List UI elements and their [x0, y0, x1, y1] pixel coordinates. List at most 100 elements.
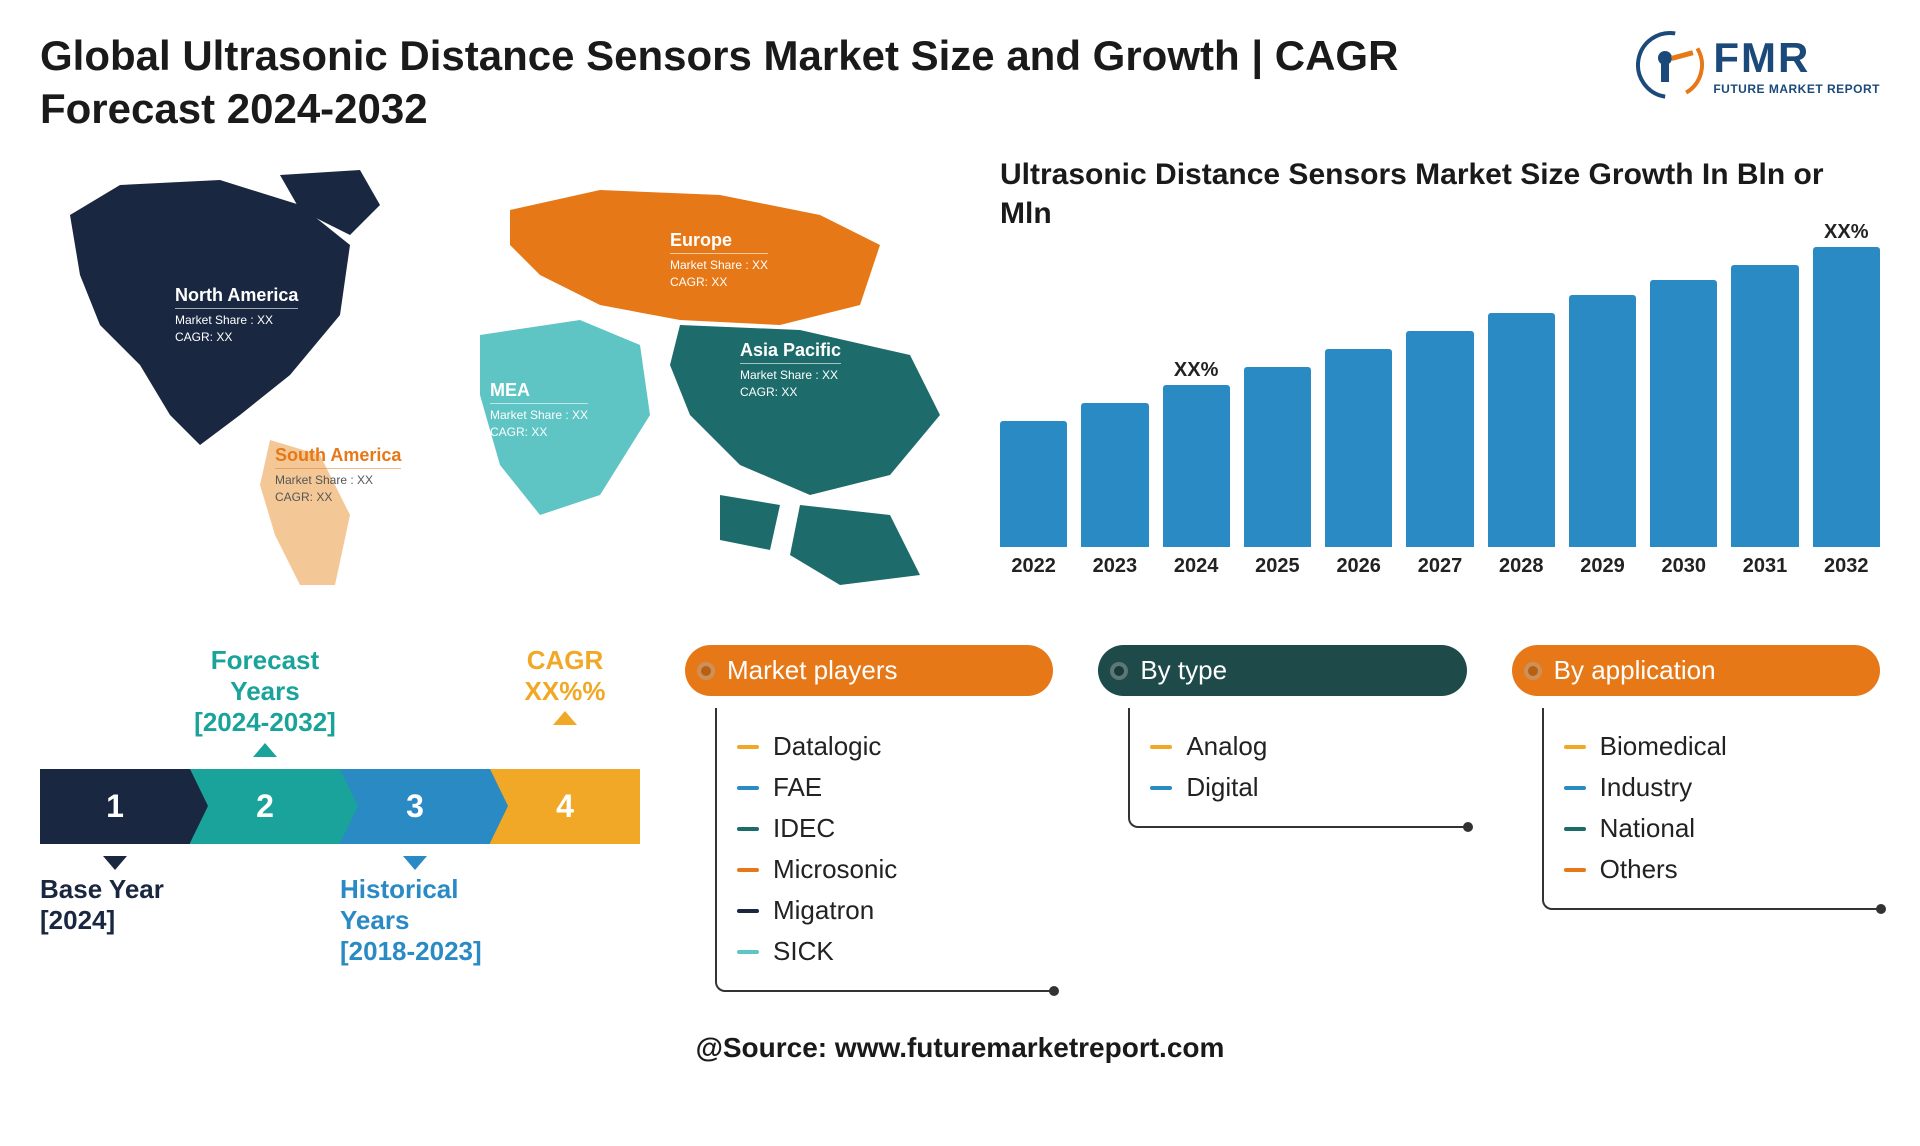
- list-item: Migatron: [737, 890, 1043, 931]
- bar-2025: 2025: [1244, 367, 1311, 578]
- list-item: Digital: [1150, 767, 1456, 808]
- list-item-label: IDEC: [773, 813, 835, 844]
- region-mea: MEA Market Share : XX CAGR: XX: [490, 380, 588, 441]
- category-header: By type: [1098, 645, 1466, 696]
- list-item: IDEC: [737, 808, 1043, 849]
- list-item-label: FAE: [773, 772, 822, 803]
- fmr-logo-icon: [1635, 30, 1705, 100]
- region-eu-name: Europe: [670, 230, 768, 254]
- region-sa-cagr: CAGR: XX: [275, 489, 401, 506]
- by-application-column: By application Biomedical Industry National…: [1512, 645, 1880, 910]
- category-header-label: Market players: [727, 655, 898, 686]
- timeline-seg-1: 1: [40, 769, 190, 844]
- forecast-range: [2024-2032]: [190, 707, 340, 738]
- list-item-label: Biomedical: [1600, 731, 1727, 762]
- category-list: Analog Digital: [1128, 708, 1466, 828]
- list-item: SICK: [737, 931, 1043, 972]
- bullet-dash-icon: [737, 827, 759, 831]
- fmr-logo: FMR FUTURE MARKET REPORT: [1635, 30, 1880, 100]
- list-item-label: SICK: [773, 936, 834, 967]
- bullet-dash-icon: [1564, 786, 1586, 790]
- list-item: FAE: [737, 767, 1043, 808]
- market-players-column: Market players Datalogic FAE IDEC Microsonic…: [685, 645, 1053, 992]
- bar-rect: [1163, 385, 1230, 547]
- bar-year-label: 2028: [1499, 555, 1544, 578]
- bullet-dash-icon: [737, 745, 759, 749]
- list-item-label: Analog: [1186, 731, 1267, 762]
- list-item: National: [1564, 808, 1870, 849]
- region-sa-share: Market Share : XX: [275, 472, 401, 489]
- bar-2029: 2029: [1569, 295, 1636, 578]
- timeline-seg-2: 2: [190, 769, 340, 844]
- bar-year-label: 2030: [1662, 555, 1707, 578]
- list-item: Industry: [1564, 767, 1870, 808]
- timeline-seg-3: 3: [340, 769, 490, 844]
- bar-rect: [1569, 295, 1636, 547]
- bar-2027: 2027: [1406, 331, 1473, 578]
- bar-year-label: 2032: [1824, 555, 1869, 578]
- bullet-dash-icon: [1564, 868, 1586, 872]
- bar-year-label: 2024: [1174, 555, 1219, 578]
- hist-years-label: Historical Years: [340, 874, 490, 936]
- bullet-dot-icon: [1110, 662, 1128, 680]
- bar-year-label: 2023: [1093, 555, 1138, 578]
- list-item-label: Datalogic: [773, 731, 881, 762]
- bullet-dash-icon: [1564, 745, 1586, 749]
- bar-year-label: 2022: [1011, 555, 1056, 578]
- region-ap-share: Market Share : XX: [740, 367, 841, 384]
- category-header-label: By application: [1554, 655, 1716, 686]
- region-mea-cagr: CAGR: XX: [490, 424, 588, 441]
- logo-text-main: FMR: [1713, 34, 1880, 82]
- bar-top-label-2024: XX%: [1174, 359, 1218, 382]
- bullet-dash-icon: [737, 909, 759, 913]
- region-mea-name: MEA: [490, 380, 588, 404]
- list-item: Biomedical: [1564, 726, 1870, 767]
- region-na-share: Market Share : XX: [175, 312, 298, 329]
- hist-years-range: [2018-2023]: [340, 936, 490, 967]
- bar-rect: [1081, 403, 1148, 547]
- category-header: Market players: [685, 645, 1053, 696]
- bar-2028: 2028: [1488, 313, 1555, 578]
- region-na-cagr: CAGR: XX: [175, 329, 298, 346]
- list-item-label: Others: [1600, 854, 1678, 885]
- region-sa-name: South America: [275, 445, 401, 469]
- arrow-down-icon: [403, 856, 427, 870]
- bar-2026: 2026: [1325, 349, 1392, 578]
- bar-2030: 2030: [1650, 280, 1717, 578]
- region-ap-name: Asia Pacific: [740, 340, 841, 364]
- chart-title: Ultrasonic Distance Sensors Market Size …: [1000, 155, 1880, 233]
- region-south-america: South America Market Share : XX CAGR: XX: [275, 445, 401, 506]
- bullet-dot-icon: [697, 662, 715, 680]
- bullet-dash-icon: [737, 868, 759, 872]
- bar-rect: [1244, 367, 1311, 547]
- category-header-label: By type: [1140, 655, 1227, 686]
- bar-rect: [1813, 247, 1880, 547]
- bullet-dash-icon: [737, 786, 759, 790]
- timeline-panel: Forecast Years [2024-2032] CAGR XX%% 1 2…: [40, 645, 640, 967]
- bullet-dash-icon: [1150, 786, 1172, 790]
- list-item-label: Microsonic: [773, 854, 897, 885]
- bar-2031: 2031: [1731, 265, 1798, 578]
- region-ap-cagr: CAGR: XX: [740, 384, 841, 401]
- page-title: Global Ultrasonic Distance Sensors Marke…: [40, 30, 1540, 135]
- list-item-label: National: [1600, 813, 1695, 844]
- region-asia-pacific: Asia Pacific Market Share : XX CAGR: XX: [740, 340, 841, 401]
- list-item: Others: [1564, 849, 1870, 890]
- bar-rect: [1406, 331, 1473, 547]
- world-map: North America Market Share : XX CAGR: XX…: [40, 155, 960, 595]
- list-item: Microsonic: [737, 849, 1043, 890]
- cagr-value: XX%%: [490, 676, 640, 707]
- region-na-name: North America: [175, 285, 298, 309]
- region-eu-share: Market Share : XX: [670, 257, 768, 274]
- base-year-value: [2024]: [40, 905, 190, 936]
- bar-rect: [1488, 313, 1555, 547]
- source-attribution: @Source: www.futuremarketreport.com: [40, 1032, 1880, 1064]
- timeline-seg-4: 4: [490, 769, 640, 844]
- bar-rect: [1731, 265, 1798, 547]
- region-europe: Europe Market Share : XX CAGR: XX: [670, 230, 768, 291]
- bar-rect: [1000, 421, 1067, 547]
- region-eu-cagr: CAGR: XX: [670, 274, 768, 291]
- list-item-label: Migatron: [773, 895, 874, 926]
- list-item-label: Digital: [1186, 772, 1258, 803]
- bar-year-label: 2031: [1743, 555, 1788, 578]
